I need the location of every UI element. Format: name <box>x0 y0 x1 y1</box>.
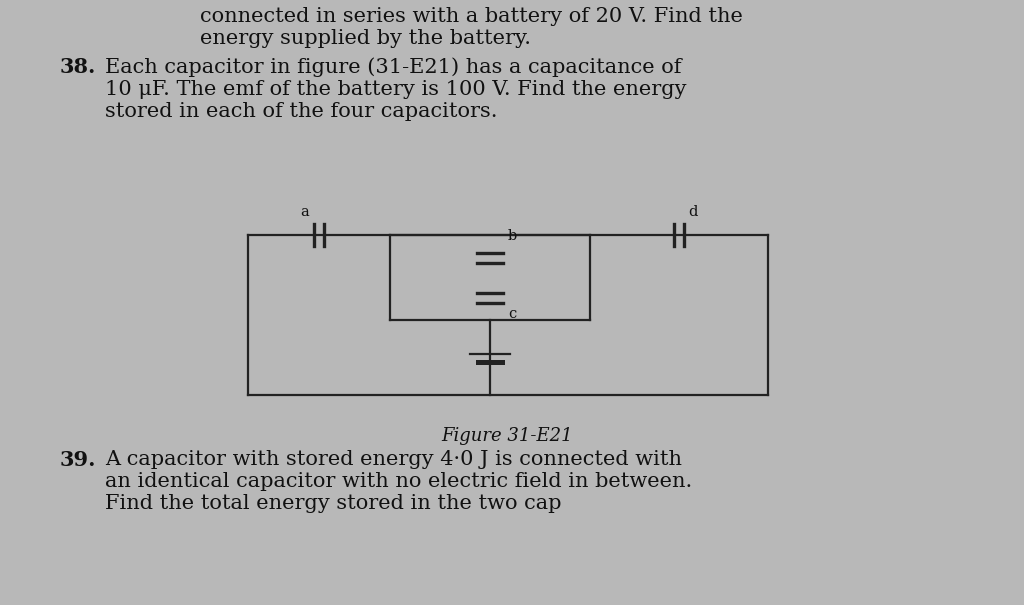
Text: connected in series with a battery of 20 V. Find the
energy supplied by the batt: connected in series with a battery of 20… <box>200 7 742 48</box>
Text: 39.: 39. <box>60 450 96 470</box>
Text: d: d <box>688 205 697 219</box>
Text: A capacitor with stored energy 4·0 J is connected with
an identical capacitor wi: A capacitor with stored energy 4·0 J is … <box>105 450 692 513</box>
Text: c: c <box>508 307 516 321</box>
Text: 38.: 38. <box>60 57 96 77</box>
Text: Figure 31-E21: Figure 31-E21 <box>441 427 572 445</box>
Text: a: a <box>301 205 309 219</box>
Text: Each capacitor in figure (31-E21) has a capacitance of
10 μF. The emf of the bat: Each capacitor in figure (31-E21) has a … <box>105 57 686 120</box>
Text: b: b <box>508 229 517 243</box>
